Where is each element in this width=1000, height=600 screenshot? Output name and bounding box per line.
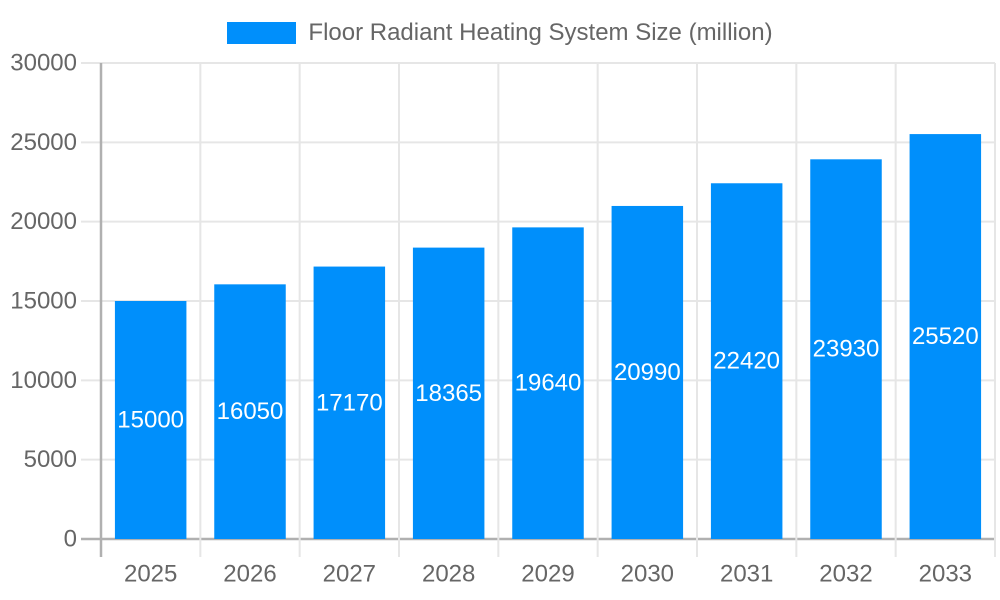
bar-value-label: 20990 xyxy=(614,359,681,386)
x-tick-label: 2030 xyxy=(621,561,674,588)
bar-2026 xyxy=(214,284,286,539)
y-tick-label: 5000 xyxy=(24,446,77,473)
y-tick-label: 30000 xyxy=(10,50,77,77)
bar-2027 xyxy=(313,266,386,539)
y-tick-label: 15000 xyxy=(10,288,77,315)
bar-value-label: 15000 xyxy=(117,407,184,434)
y-tick-label: 10000 xyxy=(10,367,77,394)
bar-2032 xyxy=(810,159,882,539)
x-tick-label: 2031 xyxy=(720,561,773,588)
legend-swatch xyxy=(227,22,297,44)
bar-2025 xyxy=(114,301,187,539)
bar-2033 xyxy=(909,134,982,539)
x-tick-label: 2029 xyxy=(521,561,574,588)
bar-2029 xyxy=(512,227,584,539)
x-tick-label: 2028 xyxy=(422,561,475,588)
bar-value-label: 25520 xyxy=(912,323,979,350)
x-tick-label: 2027 xyxy=(323,561,376,588)
bar-value-label: 16050 xyxy=(217,398,284,425)
bar-value-label: 19640 xyxy=(515,370,582,397)
legend-item[interactable]: Floor Radiant Heating System Size (milli… xyxy=(227,19,773,46)
bar-2028 xyxy=(412,247,485,539)
bar-value-label: 22420 xyxy=(713,348,780,375)
chart-legend: Floor Radiant Heating System Size (milli… xyxy=(0,21,1000,45)
y-tick-label: 0 xyxy=(64,526,77,553)
y-tick-label: 25000 xyxy=(10,129,77,156)
y-tick-label: 20000 xyxy=(10,208,77,235)
legend-label: Floor Radiant Heating System Size (milli… xyxy=(308,19,773,46)
x-tick-label: 2025 xyxy=(124,561,177,588)
x-tick-label: 2032 xyxy=(819,561,872,588)
x-tick-label: 2026 xyxy=(223,561,276,588)
bar-2031 xyxy=(710,183,783,539)
bar-value-label: 18365 xyxy=(415,380,482,407)
bar-value-label: 17170 xyxy=(316,389,383,416)
x-tick-label: 2033 xyxy=(919,561,972,588)
bar-2030 xyxy=(611,205,684,539)
bar-value-label: 23930 xyxy=(813,336,880,363)
